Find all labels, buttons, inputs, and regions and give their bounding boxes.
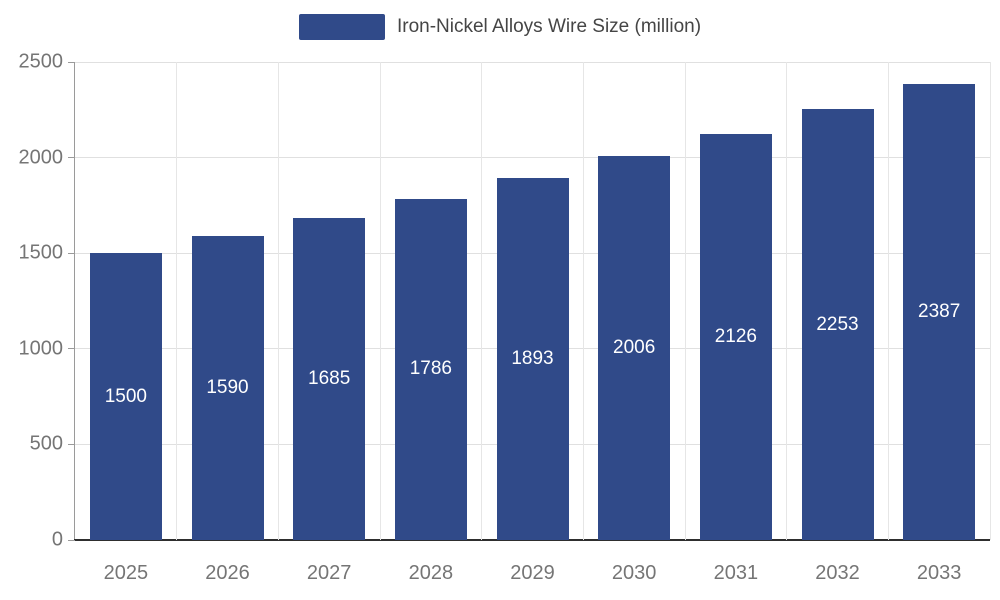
bar-value-label: 1590 bbox=[206, 377, 249, 398]
bar-value-label: 2126 bbox=[714, 325, 757, 347]
x-axis-tick-label: 2033 bbox=[916, 562, 962, 584]
gridline-vertical bbox=[379, 62, 381, 540]
y-axis-tick bbox=[68, 252, 75, 254]
x-axis-tick-label: 2032 bbox=[815, 562, 860, 584]
bar-value-label: 2387 bbox=[918, 300, 961, 322]
x-axis-tick-label: 2027 bbox=[306, 562, 352, 584]
gridline-horizontal bbox=[75, 61, 990, 63]
bar-2027: 1685 bbox=[293, 217, 366, 540]
x-axis-tick-label: 2030 bbox=[611, 562, 657, 584]
bar-2033: 2387 bbox=[903, 83, 976, 540]
gridline-vertical bbox=[277, 62, 279, 540]
y-axis-line bbox=[74, 62, 75, 540]
bar-2026: 1590 bbox=[191, 236, 264, 540]
gridline-vertical bbox=[481, 62, 483, 540]
y-axis-tick bbox=[68, 539, 75, 541]
x-axis-tick-label: 2026 bbox=[205, 562, 250, 584]
bar-2031: 2126 bbox=[699, 133, 772, 540]
gridline-vertical bbox=[887, 62, 889, 540]
bar-value-label: 1893 bbox=[511, 348, 554, 370]
bar-2028: 1786 bbox=[394, 198, 467, 540]
x-axis-tick-label: 2031 bbox=[713, 562, 759, 584]
gridline-vertical bbox=[176, 62, 178, 540]
y-axis-tick-label: 1500 bbox=[18, 241, 64, 264]
gridline-vertical bbox=[582, 62, 584, 540]
y-axis-tick bbox=[68, 157, 75, 159]
bar-2032: 2253 bbox=[801, 109, 874, 540]
bar-2029: 1893 bbox=[496, 178, 569, 540]
y-axis-tick bbox=[68, 61, 75, 63]
gridline-vertical bbox=[786, 62, 788, 540]
plot-area: 0 500 1000 1500 2000 2500 1500 2025 1590 2026 1685… bbox=[19, 51, 991, 584]
x-axis-tick-label: 2025 bbox=[103, 562, 149, 584]
bar-value-label: 1500 bbox=[104, 385, 147, 407]
y-axis-tick bbox=[68, 443, 75, 445]
bar-value-label: 2006 bbox=[613, 337, 656, 359]
y-axis-tick-label: 2000 bbox=[18, 146, 64, 169]
gridline-horizontal bbox=[75, 157, 990, 159]
y-axis-tick bbox=[68, 348, 75, 350]
bar-2025: 1500 bbox=[89, 253, 162, 540]
y-axis-tick-label: 1000 bbox=[18, 337, 64, 360]
gridline-vertical bbox=[684, 62, 686, 540]
bar-2030: 2006 bbox=[598, 156, 671, 540]
gridline-vertical bbox=[989, 62, 991, 540]
x-axis-tick-label: 2028 bbox=[408, 562, 454, 584]
y-axis-tick-label: 500 bbox=[29, 432, 63, 455]
y-axis-tick-label: 2500 bbox=[18, 50, 64, 73]
y-axis-tick-label: 0 bbox=[51, 528, 63, 551]
x-axis-line bbox=[74, 539, 990, 541]
bar-value-label: 1685 bbox=[308, 367, 351, 389]
legend-swatch bbox=[298, 14, 385, 40]
bar-value-label: 2253 bbox=[816, 313, 859, 335]
legend-label: Iron-Nickel Alloys Wire Size (million) bbox=[396, 16, 702, 37]
bar-value-label: 1786 bbox=[409, 358, 452, 380]
legend[interactable]: Iron-Nickel Alloys Wire Size (million) bbox=[0, 14, 1000, 40]
x-axis-tick-label: 2029 bbox=[510, 562, 555, 584]
